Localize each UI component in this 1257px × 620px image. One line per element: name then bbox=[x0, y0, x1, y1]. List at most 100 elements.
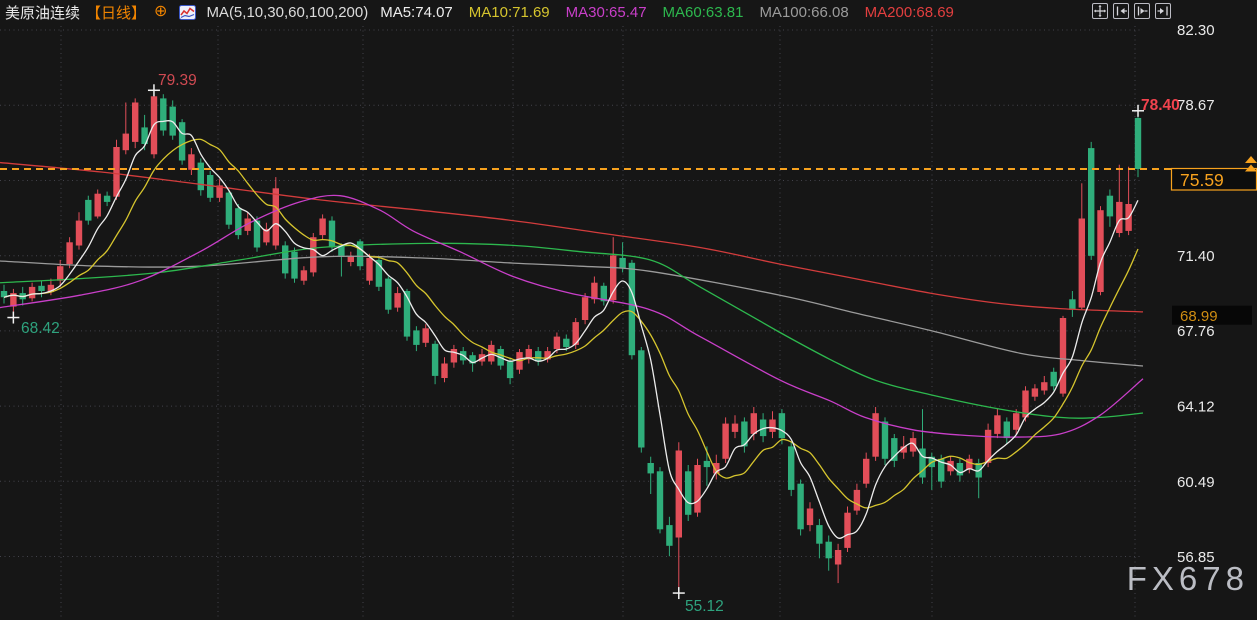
candle-body bbox=[947, 460, 954, 472]
chart-step-forward-button[interactable] bbox=[1134, 3, 1150, 19]
candle-body bbox=[300, 270, 308, 281]
ma-line-ma10 bbox=[3, 138, 1139, 509]
candle-body bbox=[1013, 413, 1020, 430]
candle-body bbox=[347, 255, 354, 262]
candle-body bbox=[685, 471, 692, 515]
candle-body bbox=[178, 122, 186, 161]
candle-body bbox=[834, 550, 842, 565]
ma-params-label: MA(5,10,30,60,100,200) bbox=[206, 3, 369, 21]
candle-body bbox=[572, 322, 579, 345]
candle-body bbox=[750, 413, 757, 434]
candle-body bbox=[825, 541, 832, 559]
candle-body bbox=[881, 421, 889, 459]
candle-body bbox=[441, 363, 448, 378]
candle-body bbox=[713, 463, 720, 474]
candle-body bbox=[956, 463, 964, 476]
candle-body bbox=[291, 251, 298, 279]
candlestick-chart-icon[interactable] bbox=[179, 4, 197, 20]
jump-to-latest-button[interactable] bbox=[1155, 3, 1171, 19]
candle-body bbox=[1050, 371, 1057, 387]
candle-body bbox=[113, 147, 120, 197]
axis-label: 56.85 bbox=[1177, 549, 1215, 566]
candle-body bbox=[591, 282, 598, 300]
candle-body bbox=[844, 512, 851, 548]
candle-body bbox=[188, 154, 195, 170]
candle-body bbox=[994, 415, 1001, 434]
candle-body bbox=[919, 448, 926, 478]
candle-body bbox=[263, 228, 270, 243]
chart-step-back-button[interactable] bbox=[1113, 3, 1129, 19]
candle-body bbox=[85, 199, 92, 221]
move-crosshair-icon bbox=[1093, 4, 1107, 18]
candle-body bbox=[759, 419, 767, 437]
low-marker: 55.12 bbox=[672, 587, 724, 615]
candle-body bbox=[235, 208, 242, 236]
watermark: FX678 bbox=[1126, 560, 1249, 597]
candle-body bbox=[1059, 318, 1067, 394]
candle-body bbox=[216, 185, 223, 198]
candle-body bbox=[525, 349, 532, 360]
candle-body bbox=[1097, 210, 1104, 292]
price-axis: 82.30 78.67 71.40 67.76 64.12 60.49 56.85 78.40 bbox=[1141, 22, 1215, 566]
candle-body bbox=[797, 483, 804, 530]
ma-line-ma200 bbox=[0, 161, 1144, 313]
candle-body bbox=[422, 328, 429, 343]
ma-value-label: MA10:71.69 bbox=[468, 3, 550, 21]
candle-body bbox=[656, 471, 664, 530]
candle-body bbox=[788, 446, 795, 490]
candle-body bbox=[938, 458, 945, 482]
ma-value-label: MA5:74.07 bbox=[380, 3, 453, 21]
candle-body bbox=[272, 188, 279, 246]
candle-body bbox=[1134, 118, 1142, 169]
ma-value-label: MA100:66.08 bbox=[759, 3, 849, 21]
candle-body bbox=[731, 423, 739, 432]
candle-body bbox=[694, 465, 701, 513]
chart-step-forward-icon bbox=[1137, 6, 1148, 16]
candle-body bbox=[863, 458, 870, 484]
candle-body bbox=[638, 350, 645, 448]
candle-body bbox=[28, 286, 36, 299]
candle-body bbox=[563, 338, 570, 347]
candle-body bbox=[132, 102, 139, 142]
candle-body bbox=[984, 429, 992, 463]
add-indicator-icon[interactable]: ⊕ bbox=[154, 3, 168, 20]
axis-label: 82.30 bbox=[1177, 22, 1215, 39]
marker-price-label: 79.39 bbox=[158, 72, 197, 89]
candle-body bbox=[544, 351, 551, 360]
candle-body bbox=[900, 446, 907, 453]
candle-body bbox=[816, 525, 823, 544]
ma-lines-layer bbox=[0, 120, 1144, 539]
axis-label: 64.12 bbox=[1177, 399, 1215, 416]
ma-line-ma60 bbox=[0, 242, 1144, 419]
candle-body bbox=[122, 133, 129, 151]
candle-body bbox=[328, 220, 336, 248]
ma-value-label: MA200:68.69 bbox=[864, 3, 954, 21]
candle-body bbox=[0, 291, 8, 298]
marker-price-label: 55.12 bbox=[685, 598, 724, 615]
candle-body bbox=[769, 419, 776, 432]
period-label[interactable]: 【日线】 bbox=[86, 4, 147, 22]
candle-body bbox=[197, 162, 204, 191]
candle-body bbox=[207, 175, 214, 198]
chart-step-back-icon bbox=[1116, 6, 1127, 16]
candle-body bbox=[1003, 421, 1010, 439]
candle-body bbox=[675, 450, 682, 538]
recent-high-label: 78.40 bbox=[1141, 97, 1180, 114]
candle-body bbox=[413, 330, 420, 345]
candle-body bbox=[1041, 382, 1048, 391]
scroll-to-latest-arrow[interactable] bbox=[1245, 156, 1257, 172]
candle-body bbox=[75, 220, 83, 246]
move-crosshair-button[interactable] bbox=[1092, 3, 1108, 19]
axis-label: 71.40 bbox=[1177, 248, 1215, 265]
candle-body bbox=[225, 192, 233, 225]
axis-label: 67.76 bbox=[1177, 323, 1215, 340]
ma-line-ma100 bbox=[0, 255, 1144, 367]
badge-text: 75.59 bbox=[1180, 170, 1224, 190]
badge-bg bbox=[1172, 305, 1252, 325]
candle-body bbox=[1031, 388, 1039, 397]
candle-body bbox=[600, 285, 607, 302]
candle-body bbox=[909, 438, 917, 452]
candle-body bbox=[966, 458, 973, 470]
candle-body bbox=[375, 259, 383, 287]
